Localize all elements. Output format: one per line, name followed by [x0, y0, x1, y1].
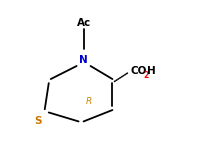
Text: N: N: [79, 55, 88, 65]
Text: S: S: [34, 116, 42, 126]
Text: R: R: [85, 96, 92, 106]
Text: CO: CO: [130, 66, 147, 76]
Text: H: H: [147, 66, 156, 76]
Text: 2: 2: [143, 71, 148, 80]
Text: Ac: Ac: [76, 18, 91, 28]
